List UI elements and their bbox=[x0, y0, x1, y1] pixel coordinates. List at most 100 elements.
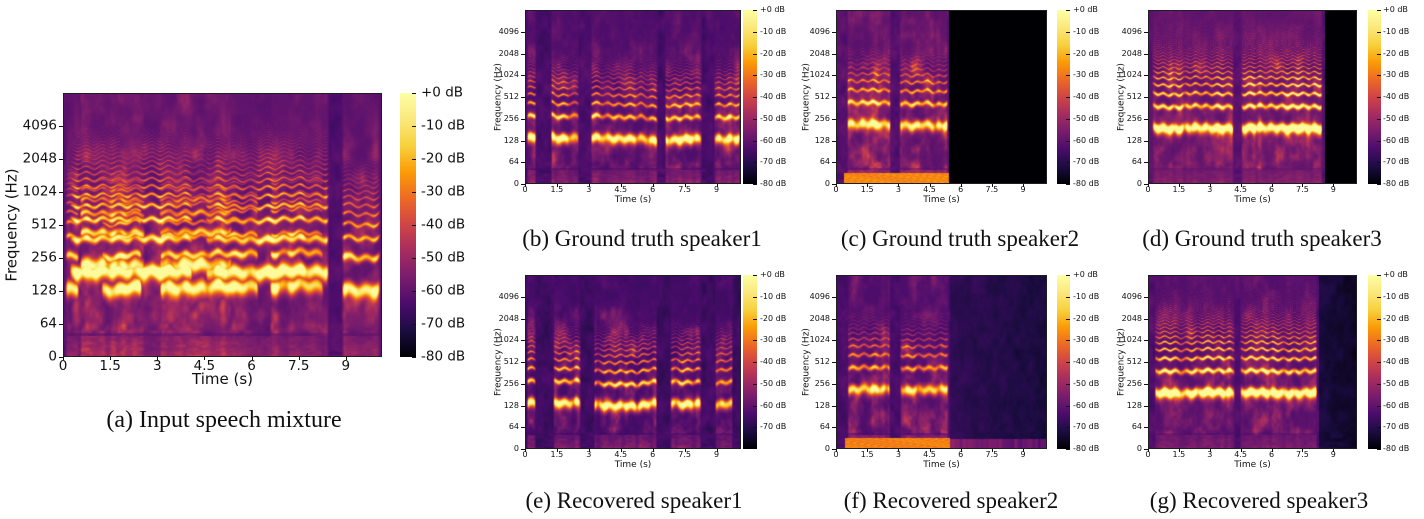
time-tick-label: 9 bbox=[713, 185, 720, 194]
freq-axis-label: Frequency (Hz) bbox=[2, 168, 21, 282]
colorbar-label: -20 dB bbox=[421, 150, 466, 167]
time-tick-label: 9 bbox=[1020, 450, 1026, 459]
colorbar-label: +0 dB bbox=[1073, 5, 1098, 14]
colorbar-tick-mark bbox=[753, 318, 757, 320]
freq-tick-label: 4096 bbox=[498, 26, 519, 36]
freq-tick-label: 0 bbox=[1136, 179, 1142, 188]
colorbar-tick-mark bbox=[753, 275, 757, 276]
freq-tick-label: 128 bbox=[31, 282, 57, 299]
colorbar-label: -50 dB bbox=[1383, 378, 1410, 388]
freq-tick-label: 2048 bbox=[809, 313, 830, 323]
freq-axis-label: Frequency (Hz) bbox=[1116, 328, 1127, 396]
colorbar-tick-mark bbox=[1066, 75, 1070, 77]
time-tick-label: 6 bbox=[650, 450, 656, 459]
colorbar-label: +0 dB bbox=[1073, 270, 1098, 279]
colorbar-label: -60 dB bbox=[1073, 400, 1100, 410]
time-tick-mark bbox=[1271, 184, 1273, 187]
freq-tick-label: 1024 bbox=[809, 335, 830, 345]
freq-tick-mark bbox=[1144, 184, 1148, 185]
time-tick-mark bbox=[204, 357, 206, 360]
time-axis-label: Time (s) bbox=[614, 195, 652, 205]
freq-tick-label: 2048 bbox=[498, 48, 519, 58]
freq-tick-mark bbox=[832, 140, 836, 142]
freq-tick-mark bbox=[832, 340, 836, 342]
colorbar-tick-mark bbox=[412, 126, 416, 127]
colorbar-label: -80 dB bbox=[760, 179, 787, 188]
freq-tick-mark bbox=[521, 75, 525, 77]
freq-tick-mark bbox=[1144, 405, 1148, 407]
time-tick-label: 1.5 bbox=[1172, 185, 1186, 194]
colorbar-label: -40 dB bbox=[1383, 357, 1410, 366]
colorbar-tick-mark bbox=[1377, 118, 1381, 120]
time-tick-label: 3 bbox=[1207, 450, 1213, 459]
time-tick-mark bbox=[716, 449, 718, 452]
spectrogram-canvas-c bbox=[836, 10, 1047, 184]
freq-tick-label: 4096 bbox=[809, 26, 830, 36]
time-tick-label: 9 bbox=[341, 358, 351, 374]
colorbar-label: -80 dB bbox=[1073, 179, 1100, 188]
colorbar-label: +0 dB bbox=[1383, 270, 1408, 279]
colorbar-tick-mark bbox=[753, 97, 757, 98]
freq-tick-label: 0 bbox=[1136, 444, 1142, 453]
colorbar-label: -50 dB bbox=[1073, 113, 1100, 123]
freq-tick-mark bbox=[59, 258, 63, 259]
colorbar-tick-mark bbox=[753, 362, 757, 363]
time-tick-mark bbox=[556, 449, 558, 452]
time-tick-label: 3 bbox=[152, 358, 162, 374]
freq-tick-label: 1024 bbox=[1121, 335, 1142, 345]
colorbar-label: -40 dB bbox=[760, 92, 787, 101]
time-tick-label: 7.5 bbox=[985, 450, 999, 459]
colorbar-label: -20 dB bbox=[1073, 313, 1100, 323]
colorbar-label: -70 dB bbox=[1073, 422, 1100, 432]
time-tick-mark bbox=[1178, 184, 1180, 187]
freq-tick-mark bbox=[521, 340, 525, 342]
colorbar-tick-mark bbox=[753, 53, 757, 55]
colorbar-label: -60 dB bbox=[1383, 135, 1410, 145]
freq-tick-label: 4096 bbox=[498, 291, 519, 301]
time-tick-label: 3 bbox=[895, 450, 901, 459]
colorbar-label: -60 dB bbox=[760, 400, 787, 410]
colorbar-tick-mark bbox=[1377, 140, 1381, 142]
time-tick-label: 7.5 bbox=[678, 185, 691, 194]
freq-tick-label: 2048 bbox=[809, 48, 830, 58]
colorbar-tick-mark bbox=[1066, 184, 1070, 185]
colorbar-label: -40 dB bbox=[421, 216, 466, 233]
colorbar-tick-mark bbox=[1377, 427, 1381, 429]
colorbar-tick-mark bbox=[753, 340, 757, 342]
colorbar-label: -20 dB bbox=[1383, 313, 1410, 323]
colorbar-label: -80 dB bbox=[1383, 444, 1410, 453]
time-tick-mark bbox=[620, 184, 622, 187]
freq-tick-label: 64 bbox=[508, 422, 519, 432]
freq-tick-label: 4096 bbox=[22, 117, 57, 134]
spectrogram-canvas-b bbox=[525, 10, 741, 184]
colorbar-tick-mark bbox=[753, 405, 757, 407]
colorbar-label: -60 dB bbox=[1073, 135, 1100, 145]
time-tick-label: 4.5 bbox=[923, 450, 936, 459]
freq-tick-mark bbox=[832, 75, 836, 77]
colorbar-tick-mark bbox=[412, 324, 416, 325]
freq-tick-label: 64 bbox=[508, 157, 519, 167]
time-tick-mark bbox=[298, 357, 300, 360]
freq-tick-mark bbox=[832, 449, 836, 450]
colorbar-label: +0 dB bbox=[421, 84, 464, 101]
freq-tick-label: 128 bbox=[503, 135, 519, 145]
freq-tick-mark bbox=[521, 31, 525, 33]
colorbar-tick-mark bbox=[412, 357, 416, 358]
colorbar-label: -50 dB bbox=[1383, 113, 1410, 123]
freq-tick-label: 0 bbox=[513, 444, 519, 453]
colorbar-label: -50 dB bbox=[1073, 378, 1100, 388]
colorbar-label: -70 dB bbox=[1073, 157, 1100, 167]
colorbar-tick-mark bbox=[1377, 362, 1381, 363]
freq-tick-mark bbox=[521, 362, 525, 363]
freq-tick-mark bbox=[521, 118, 525, 120]
freq-tick-label: 128 bbox=[814, 400, 830, 410]
colorbar-label: +0 dB bbox=[760, 5, 785, 14]
time-tick-label: 3 bbox=[1207, 185, 1213, 194]
colorbar-tick-mark bbox=[1066, 140, 1070, 142]
freq-tick-mark bbox=[521, 53, 525, 55]
freq-tick-mark bbox=[1144, 296, 1148, 298]
time-tick-label: 4.5 bbox=[614, 185, 628, 194]
colorbar-tick-mark bbox=[1066, 318, 1070, 320]
colorbar-tick-mark bbox=[753, 31, 757, 33]
time-tick-label: 4.5 bbox=[923, 185, 936, 194]
